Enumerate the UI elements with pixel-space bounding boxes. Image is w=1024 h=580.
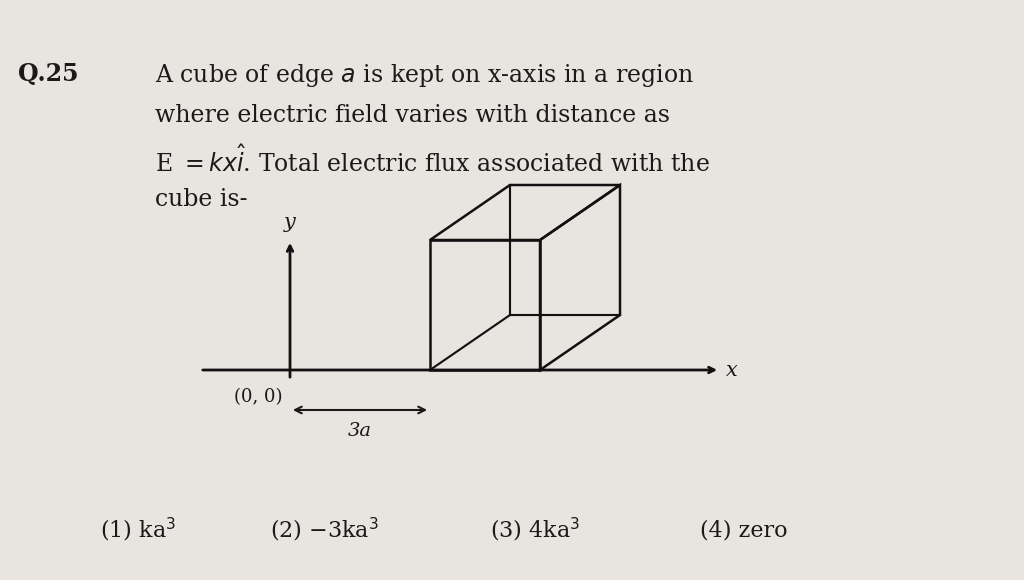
Text: (1) ka$^3$: (1) ka$^3$ xyxy=(100,516,176,544)
Text: (2) −3ka$^3$: (2) −3ka$^3$ xyxy=(270,516,379,544)
Text: (3) 4ka$^3$: (3) 4ka$^3$ xyxy=(490,516,581,544)
Text: y: y xyxy=(284,213,296,232)
Text: (0, 0): (0, 0) xyxy=(233,388,282,406)
Text: 3a: 3a xyxy=(348,422,372,440)
Text: (4) zero: (4) zero xyxy=(700,519,787,541)
Text: where electric field varies with distance as: where electric field varies with distanc… xyxy=(155,104,670,127)
Text: x: x xyxy=(726,361,737,379)
Text: A cube of edge $a$ is kept on x-axis in a region: A cube of edge $a$ is kept on x-axis in … xyxy=(155,62,694,89)
Text: E $= kx\hat{i}$. Total electric flux associated with the: E $= kx\hat{i}$. Total electric flux ass… xyxy=(155,146,710,177)
Text: cube is-: cube is- xyxy=(155,188,248,211)
Text: Q.25: Q.25 xyxy=(18,62,79,86)
